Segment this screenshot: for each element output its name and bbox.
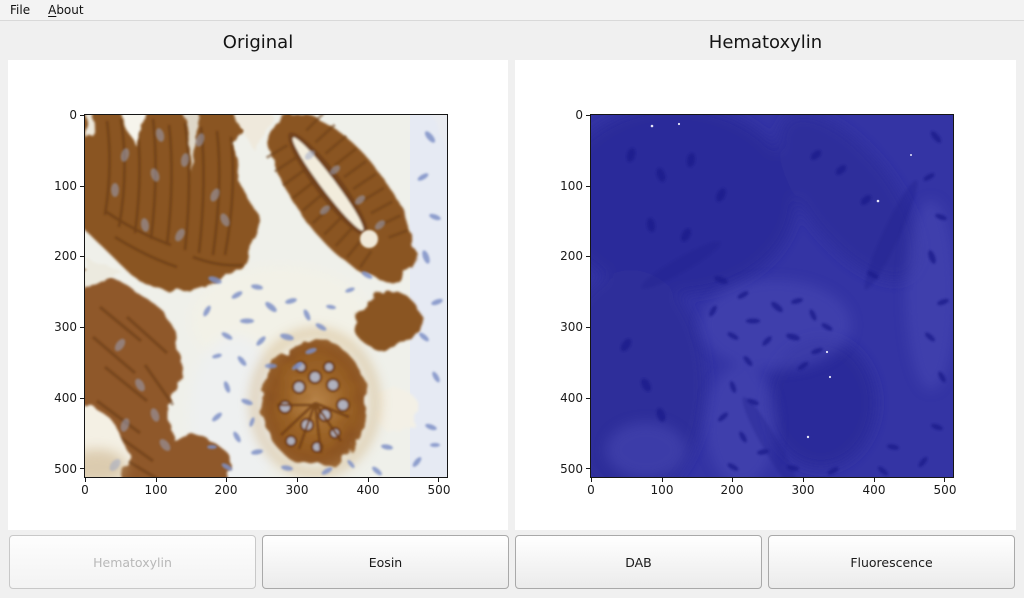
x-tick-label: 100 xyxy=(144,483,168,497)
tick-mark xyxy=(80,186,84,187)
x-tick-label: 400 xyxy=(356,483,380,497)
x-tick-label: 400 xyxy=(862,483,886,497)
tick-mark xyxy=(732,478,733,482)
tick-mark xyxy=(368,478,369,482)
original-image xyxy=(85,115,447,477)
y-tick-label: 300 xyxy=(560,320,583,334)
tick-mark xyxy=(803,478,804,482)
menu-file[interactable]: File xyxy=(0,1,39,19)
tick-mark xyxy=(591,478,592,482)
tick-mark xyxy=(85,478,86,482)
menu-about[interactable]: About xyxy=(39,1,93,19)
x-tick-label: 500 xyxy=(933,483,957,497)
tick-mark xyxy=(80,327,84,328)
tick-mark xyxy=(586,327,590,328)
x-tick-label: 0 xyxy=(587,483,595,497)
hematoxylin-button[interactable]: Hematoxylin xyxy=(9,535,256,589)
dab-button[interactable]: DAB xyxy=(515,535,762,589)
x-tick-label: 100 xyxy=(650,483,674,497)
x-tick-label: 200 xyxy=(214,483,238,497)
y-tick-label: 100 xyxy=(54,179,77,193)
figure-title-original: Original xyxy=(222,32,294,53)
tick-mark xyxy=(156,478,157,482)
tick-mark xyxy=(226,478,227,482)
tick-mark xyxy=(586,256,590,257)
tick-mark xyxy=(586,115,590,116)
x-tick-label: 300 xyxy=(285,483,309,497)
tick-mark xyxy=(662,478,663,482)
plot-hematoxylin xyxy=(590,114,954,478)
x-tick-label: 500 xyxy=(427,483,451,497)
y-tick-label: 100 xyxy=(560,179,583,193)
y-tick-label: 300 xyxy=(54,320,77,334)
x-tick-label: 0 xyxy=(81,483,89,497)
y-tick-label: 200 xyxy=(54,249,77,263)
y-tick-label: 500 xyxy=(560,462,583,476)
y-tick-label: 400 xyxy=(54,391,77,405)
plot-original xyxy=(84,114,448,478)
y-tick-label: 400 xyxy=(560,391,583,405)
y-tick-label: 0 xyxy=(69,108,77,122)
menu-file-label: File xyxy=(10,3,31,17)
tick-mark xyxy=(80,398,84,399)
tick-mark xyxy=(586,468,590,469)
x-tick-label: 200 xyxy=(720,483,744,497)
menubar: File About xyxy=(0,0,1024,21)
tick-mark xyxy=(80,115,84,116)
tick-mark xyxy=(586,398,590,399)
fluorescence-button[interactable]: Fluorescence xyxy=(768,535,1015,589)
y-tick-label: 200 xyxy=(560,249,583,263)
eosin-button[interactable]: Eosin xyxy=(262,535,509,589)
tick-mark xyxy=(80,256,84,257)
hematoxylin-image xyxy=(591,115,953,477)
menu-about-mnemonic: A xyxy=(48,3,57,17)
y-tick-label: 0 xyxy=(575,108,583,122)
y-tick-label: 500 xyxy=(54,462,77,476)
tick-mark xyxy=(586,186,590,187)
tick-mark xyxy=(297,478,298,482)
tick-mark xyxy=(80,468,84,469)
tick-mark xyxy=(944,478,945,482)
x-tick-label: 300 xyxy=(791,483,815,497)
figure-title-hematoxylin: Hematoxylin xyxy=(708,32,823,53)
tick-mark xyxy=(874,478,875,482)
menu-about-label: bout xyxy=(56,3,84,17)
tick-mark xyxy=(438,478,439,482)
